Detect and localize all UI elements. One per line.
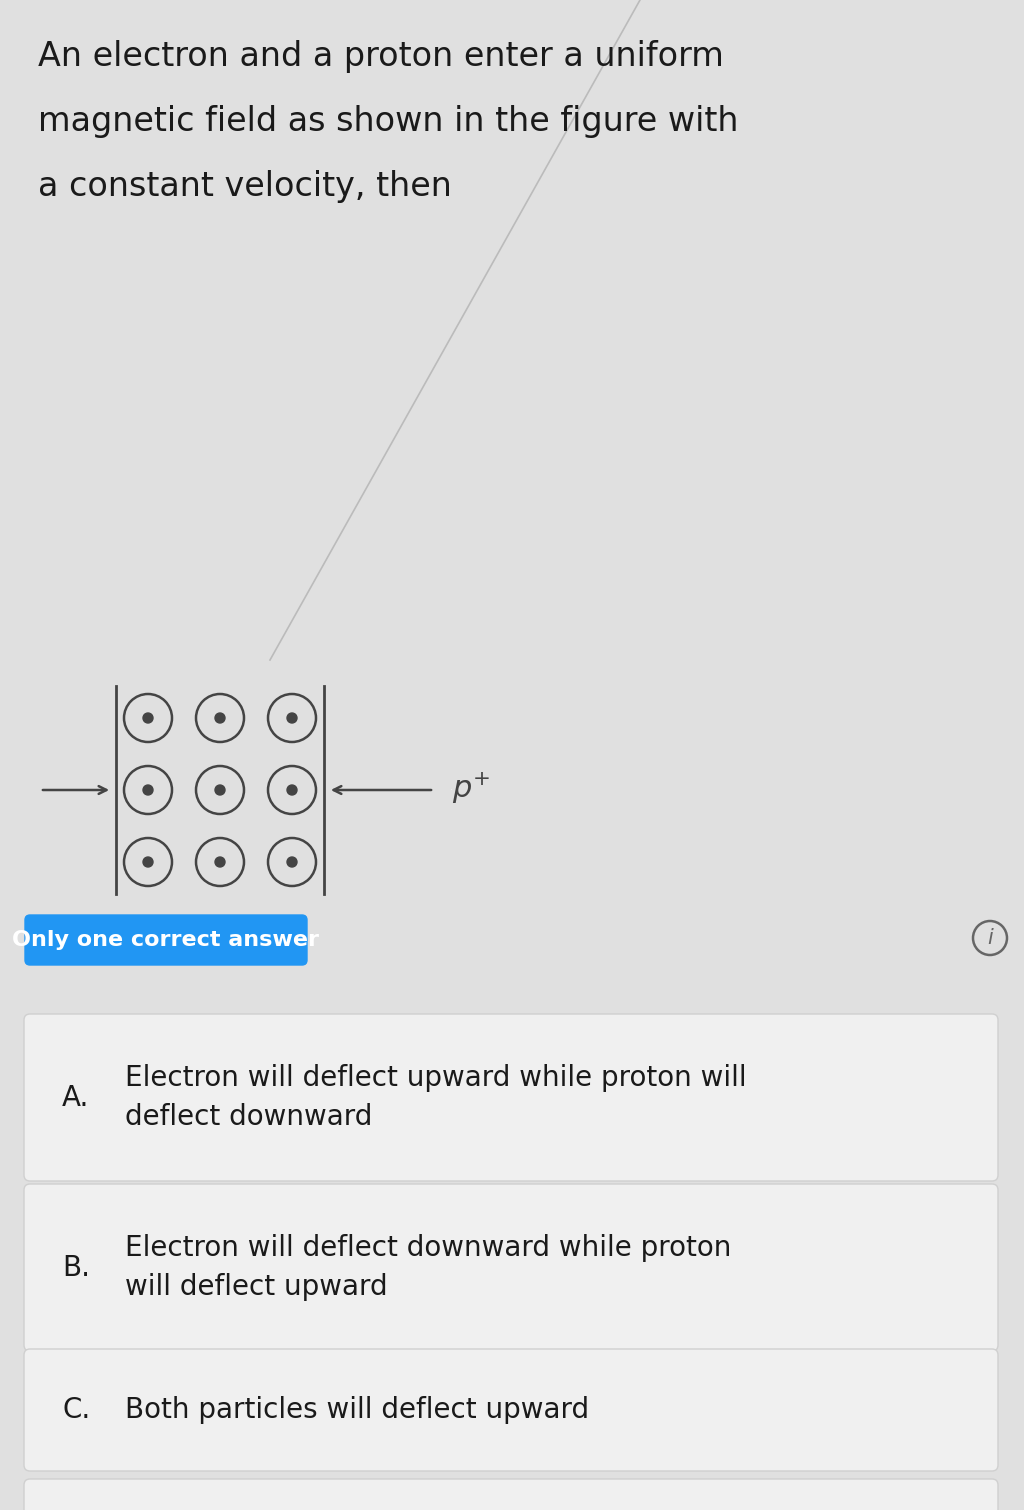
FancyBboxPatch shape [25, 915, 307, 965]
FancyBboxPatch shape [24, 1478, 998, 1510]
Text: C.: C. [62, 1397, 90, 1424]
Circle shape [287, 785, 297, 794]
Circle shape [287, 858, 297, 867]
Circle shape [143, 858, 153, 867]
FancyBboxPatch shape [24, 1348, 998, 1471]
Circle shape [287, 713, 297, 723]
Text: An electron and a proton enter a uniform: An electron and a proton enter a uniform [38, 39, 724, 72]
Text: a constant velocity, then: a constant velocity, then [38, 171, 452, 202]
Circle shape [215, 785, 225, 794]
Text: $p^{+}$: $p^{+}$ [452, 770, 490, 806]
Text: A.: A. [62, 1084, 89, 1111]
Text: Both particles will deflect upward: Both particles will deflect upward [125, 1397, 589, 1424]
FancyBboxPatch shape [24, 1184, 998, 1351]
Text: B.: B. [62, 1253, 90, 1282]
Circle shape [143, 713, 153, 723]
Text: Electron will deflect downward while proton
will deflect upward: Electron will deflect downward while pro… [125, 1234, 731, 1302]
Circle shape [143, 785, 153, 794]
Text: i: i [987, 929, 993, 948]
Text: Electron will deflect upward while proton will
deflect downward: Electron will deflect upward while proto… [125, 1065, 746, 1131]
FancyBboxPatch shape [24, 1015, 998, 1181]
Text: $\leftarrow$: $\leftarrow$ [450, 788, 454, 793]
Text: magnetic field as shown in the figure with: magnetic field as shown in the figure wi… [38, 106, 738, 137]
Text: Only one correct answer: Only one correct answer [12, 930, 319, 950]
Circle shape [215, 713, 225, 723]
Circle shape [215, 858, 225, 867]
